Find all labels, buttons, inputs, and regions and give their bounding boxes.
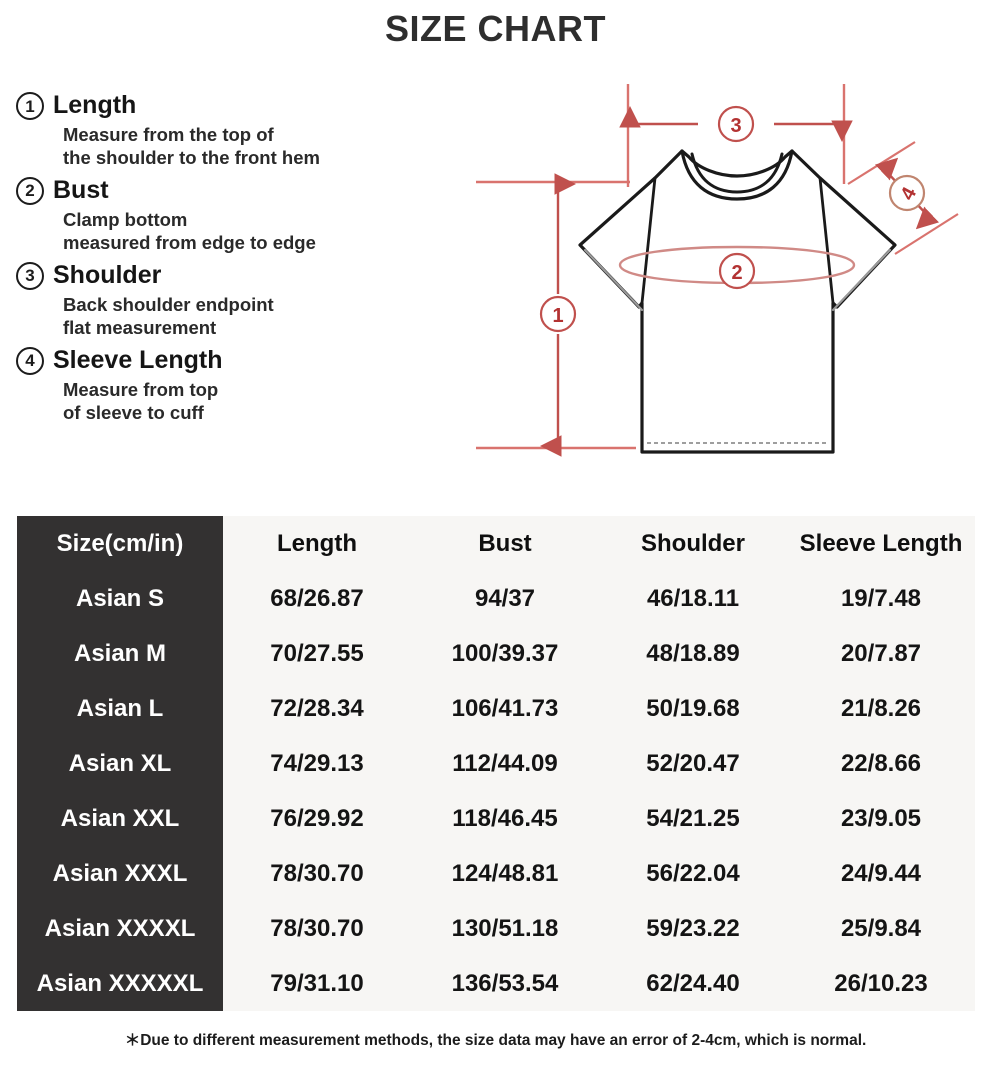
cell-sleeve: 22/8.66 [787, 736, 975, 791]
cell-length: 78/30.70 [223, 846, 411, 901]
cell-length: 76/29.92 [223, 791, 411, 846]
legend-title-sleeve-length: Sleeve Length [53, 346, 223, 375]
footnote-disclaimer: ＊Due to different measurement methods, t… [124, 1032, 867, 1049]
legend-desc-sleeve-length: Measure from top of sleeve to cuff [63, 378, 219, 424]
table-row: Asian S 68/26.87 94/37 46/18.11 19/7.48 [17, 571, 975, 626]
tshirt-outline [578, 149, 897, 454]
cell-size: Asian L [17, 681, 223, 736]
marker-3-label: 3 [730, 115, 741, 137]
cell-shoulder: 52/20.47 [599, 736, 787, 791]
cell-size: Asian M [17, 626, 223, 681]
cell-bust: 106/41.73 [411, 681, 599, 736]
legend-desc-shoulder: Back shoulder endpoint flat measurement [63, 293, 274, 339]
marker-4-dimension: 4 [847, 141, 959, 255]
cell-size: Asian XXXXXL [17, 956, 223, 1011]
table-row: Asian XL 74/29.13 112/44.09 52/20.47 22/… [17, 736, 975, 791]
marker-2-dimension: 2 [618, 245, 856, 290]
table-row: Asian XXL 76/29.92 118/46.45 54/21.25 23… [17, 791, 975, 846]
legend-item-shoulder: 3 Shoulder Back shoulder endpoint flat m… [16, 262, 436, 340]
cell-sleeve: 24/9.44 [787, 846, 975, 901]
table-row: Asian XXXXXL 79/31.10 136/53.54 62/24.40… [17, 956, 975, 1011]
measurement-legend: 1 Length Measure from the top of the sho… [16, 92, 436, 432]
cell-shoulder: 48/18.89 [599, 626, 787, 681]
marker-1-label: 1 [552, 305, 563, 327]
cell-shoulder: 46/18.11 [599, 571, 787, 626]
legend-title-shoulder: Shoulder [53, 261, 162, 290]
neckline [680, 149, 794, 201]
cell-size: Asian XXXL [17, 846, 223, 901]
cell-sleeve: 23/9.05 [787, 791, 975, 846]
tshirt-measurement-diagram: 3 1 2 [458, 62, 991, 482]
cell-sleeve: 21/8.26 [787, 681, 975, 736]
table-row: Asian XXXL 78/30.70 124/48.81 56/22.04 2… [17, 846, 975, 901]
marker-3-dimension: 3 [619, 105, 853, 143]
column-header-sleeve-length: Sleeve Length [787, 516, 975, 571]
number-circle-1-icon: 1 [16, 92, 44, 120]
marker-2-label: 2 [731, 262, 742, 284]
column-header-size: Size(cm/in) [17, 516, 223, 571]
size-table: Size(cm/in) Length Bust Shoulder Sleeve … [17, 516, 975, 1011]
marker-1-dimension: 1 [539, 173, 577, 457]
cell-sleeve: 19/7.48 [787, 571, 975, 626]
number-circle-4-icon: 4 [16, 346, 44, 375]
legend-title-bust: Bust [53, 176, 109, 205]
cell-length: 72/28.34 [223, 681, 411, 736]
legend-item-sleeve-length: 4 Sleeve Length Measure from top of slee… [16, 347, 436, 425]
cell-shoulder: 54/21.25 [599, 791, 787, 846]
shoulder-seams [640, 176, 835, 305]
cell-size: Asian XL [17, 736, 223, 791]
cell-size: Asian S [17, 571, 223, 626]
page-title: SIZE CHART [385, 8, 606, 49]
cell-shoulder: 56/22.04 [599, 846, 787, 901]
column-header-shoulder: Shoulder [599, 516, 787, 571]
number-circle-3-icon: 3 [16, 261, 44, 290]
cell-size: Asian XXXXL [17, 901, 223, 956]
cell-length: 70/27.55 [223, 626, 411, 681]
cell-sleeve: 25/9.84 [787, 901, 975, 956]
legend-item-length: 1 Length Measure from the top of the sho… [16, 92, 436, 170]
cell-sleeve: 26/10.23 [787, 956, 975, 1011]
cell-bust: 124/48.81 [411, 846, 599, 901]
table-header-row: Size(cm/in) Length Bust Shoulder Sleeve … [17, 516, 975, 571]
cell-shoulder: 50/19.68 [599, 681, 787, 736]
number-circle-2-icon: 2 [16, 176, 44, 205]
cell-length: 79/31.10 [223, 956, 411, 1011]
cell-shoulder: 62/24.40 [599, 956, 787, 1011]
cell-bust: 100/39.37 [411, 626, 599, 681]
legend-title-length: Length [53, 91, 137, 120]
tshirt-diagram-svg: 3 1 2 [476, 84, 959, 457]
cell-bust: 118/46.45 [411, 791, 599, 846]
legend-head: 1 Length [16, 92, 436, 120]
column-header-length: Length [223, 516, 411, 571]
legend-head: 2 Bust [16, 177, 436, 205]
cell-shoulder: 59/23.22 [599, 901, 787, 956]
cell-bust: 94/37 [411, 571, 599, 626]
legend-item-bust: 2 Bust Clamp bottom measured from edge t… [16, 177, 436, 255]
legend-desc-bust: Clamp bottom measured from edge to edge [63, 208, 316, 254]
cell-bust: 130/51.18 [411, 901, 599, 956]
cell-length: 74/29.13 [223, 736, 411, 791]
sleeve-cuff-lines [583, 248, 892, 312]
cell-length: 78/30.70 [223, 901, 411, 956]
cell-length: 68/26.87 [223, 571, 411, 626]
table-row: Asian XXXXL 78/30.70 130/51.18 59/23.22 … [17, 901, 975, 956]
cell-sleeve: 20/7.87 [787, 626, 975, 681]
legend-head: 3 Shoulder [16, 262, 436, 290]
column-header-bust: Bust [411, 516, 599, 571]
cell-bust: 112/44.09 [411, 736, 599, 791]
table-row: Asian M 70/27.55 100/39.37 48/18.89 20/7… [17, 626, 975, 681]
cell-size: Asian XXL [17, 791, 223, 846]
cell-bust: 136/53.54 [411, 956, 599, 1011]
legend-desc-length: Measure from the top of the shoulder to … [63, 124, 320, 169]
table-row: Asian L 72/28.34 106/41.73 50/19.68 21/8… [17, 681, 975, 736]
legend-head: 4 Sleeve Length [16, 347, 436, 375]
